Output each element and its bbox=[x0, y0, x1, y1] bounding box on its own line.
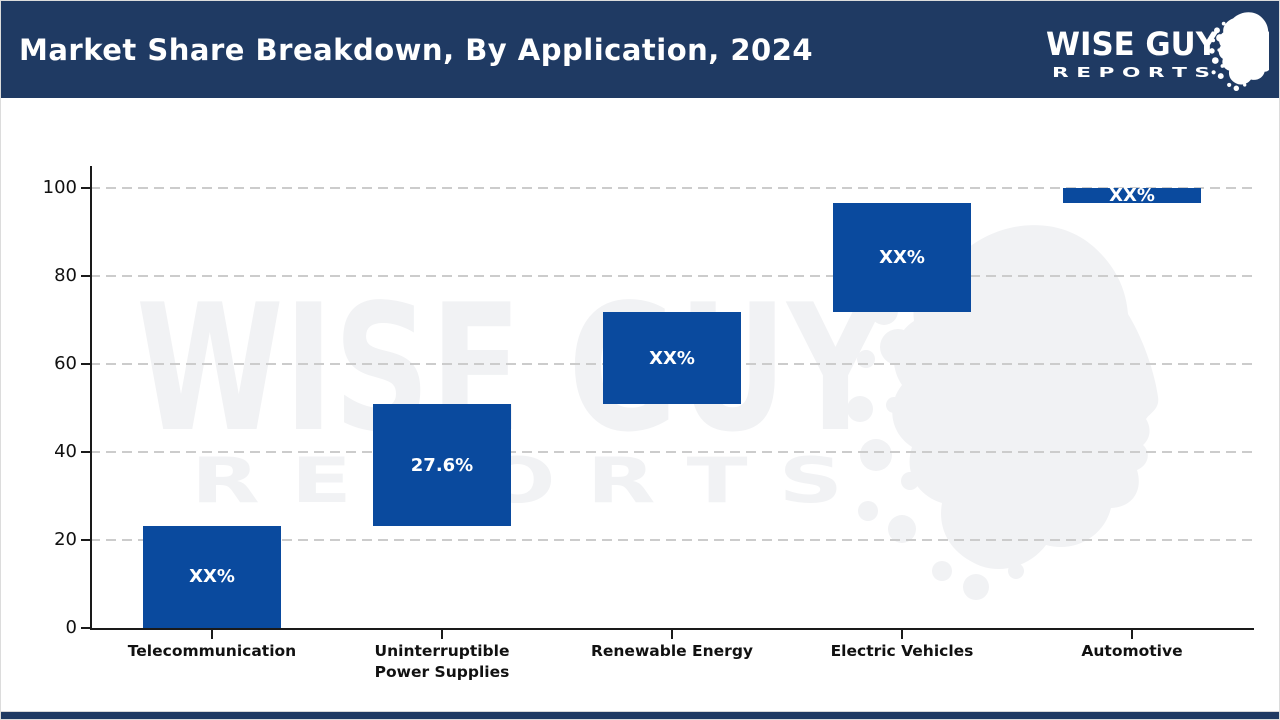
y-tick-label: 80 bbox=[54, 265, 77, 286]
y-tick-label: 100 bbox=[42, 177, 77, 198]
y-tick-label: 40 bbox=[54, 441, 77, 462]
bar-telecommunication: XX% bbox=[143, 525, 281, 628]
x-axis bbox=[90, 628, 1254, 630]
brand-logo: WISE GUY R E P O R T S bbox=[1046, 12, 1269, 92]
logo-wordmark: WISE GUY bbox=[1046, 25, 1219, 63]
x-tick-label: Telecommunication bbox=[127, 642, 297, 660]
gridline bbox=[90, 187, 1254, 189]
y-tick-mark bbox=[81, 451, 90, 453]
gridline bbox=[90, 275, 1254, 277]
x-tick-mark bbox=[1131, 630, 1133, 639]
y-tick-mark bbox=[81, 363, 90, 365]
watermark-reports: R E P O R T S bbox=[191, 444, 843, 517]
bar-automotive: XX% bbox=[1063, 188, 1201, 204]
footer-bar bbox=[1, 712, 1279, 719]
x-tick-label: Automotive bbox=[1081, 642, 1183, 660]
y-axis bbox=[90, 166, 92, 630]
header-bar: Market Share Breakdown, By Application, … bbox=[1, 1, 1279, 98]
logo-reports: R E P O R T S bbox=[1052, 66, 1210, 81]
x-tick-label: Electric Vehicles bbox=[830, 642, 974, 660]
bar-value-label: XX% bbox=[1109, 188, 1155, 204]
bar-value-label: XX% bbox=[649, 347, 695, 369]
bar-uninterruptible: 27.6% bbox=[373, 404, 511, 526]
y-tick-mark bbox=[81, 187, 90, 189]
x-tick-mark bbox=[901, 630, 903, 639]
footer-hairline bbox=[1, 711, 1279, 712]
bar-electric: XX% bbox=[833, 203, 971, 313]
bar-value-label: XX% bbox=[879, 247, 925, 269]
gridline bbox=[90, 451, 1254, 453]
y-tick-label: 20 bbox=[54, 529, 77, 550]
y-tick-label: 0 bbox=[65, 617, 77, 638]
logo-head-icon bbox=[1209, 12, 1269, 92]
x-tick-mark bbox=[211, 630, 213, 639]
bar-value-label: XX% bbox=[189, 566, 235, 588]
x-tick-label: Uninterruptible Power Supplies bbox=[374, 642, 510, 681]
x-tick-label: Renewable Energy bbox=[590, 642, 754, 660]
y-tick-label: 60 bbox=[54, 353, 77, 374]
page-title: Market Share Breakdown, By Application, … bbox=[19, 32, 814, 67]
y-tick-mark bbox=[81, 627, 90, 629]
gridline bbox=[90, 539, 1254, 541]
bar-renewable: XX% bbox=[603, 312, 741, 405]
bar-value-label: 27.6% bbox=[410, 454, 474, 476]
y-tick-mark bbox=[81, 275, 90, 277]
x-tick-mark bbox=[441, 630, 443, 639]
x-tick-mark bbox=[671, 630, 673, 639]
y-tick-mark bbox=[81, 539, 90, 541]
